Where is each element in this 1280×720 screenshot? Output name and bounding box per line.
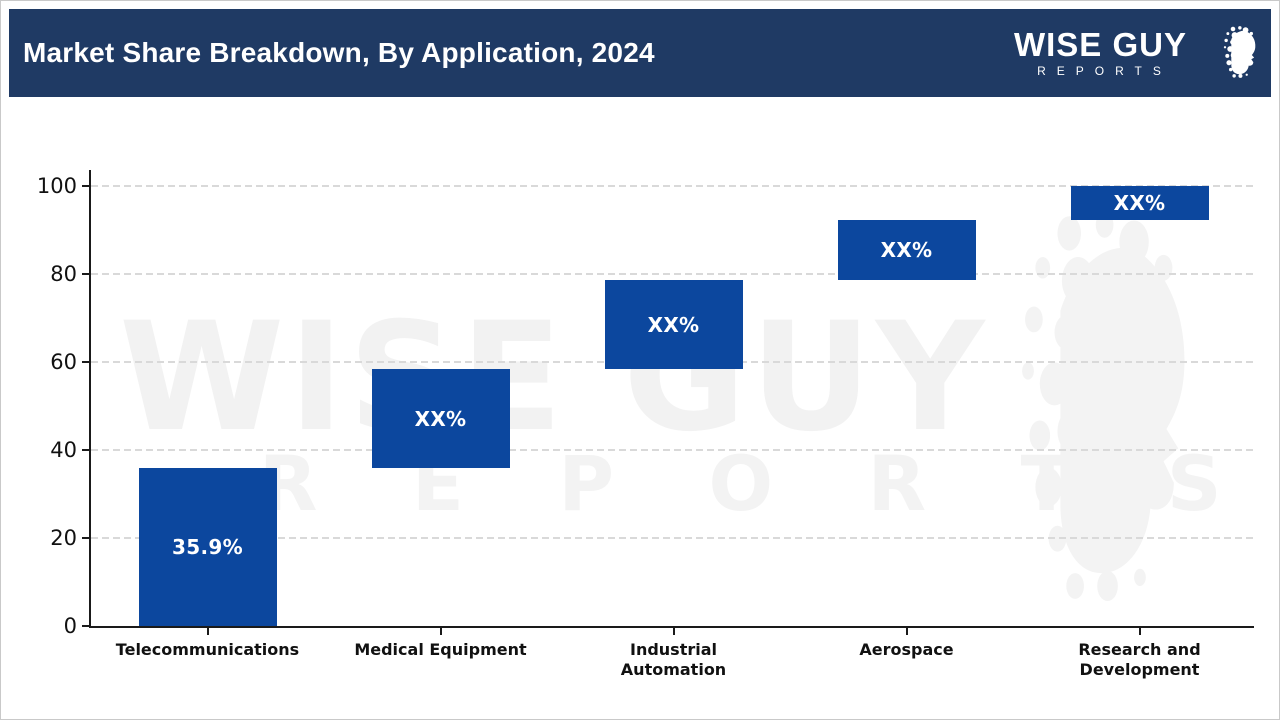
grid-line [91,449,1254,451]
grid-line [91,185,1254,187]
y-axis-tick [82,361,89,363]
bar-medical-equipment: XX% [371,369,510,469]
y-tick-label: 0 [63,614,77,638]
page-title: Market Share Breakdown, By Application, … [23,37,655,68]
bar-research-and-development: XX% [1070,186,1209,220]
bar-telecommunications: 35.9% [138,468,277,626]
y-axis-tick [82,625,89,627]
logo-wordmark: WISE GUY [1013,26,1187,63]
bar-industrial-automation: XX% [604,280,743,370]
bar-value-label: XX% [647,312,700,337]
y-tick-label: 40 [50,438,77,462]
x-axis-tick [439,628,442,635]
grid-line [91,537,1254,539]
logo-subtitle: REPORTS [1037,64,1172,78]
x-axis-tick [905,628,908,635]
logo-text: WISE GUY REPORTS [1013,26,1187,79]
plot-area: 0 20 40 60 80 100 35.9% Telecommunications XX% Me… [37,170,1254,679]
wise-guy-logo: WISE GUY REPORTS [1014,14,1257,92]
x-category-label: Aerospace [859,640,954,659]
y-tick-label: 60 [50,350,77,374]
x-category-label: Telecommunications [115,640,300,659]
header: Market Share Breakdown, By Application, … [9,9,1271,97]
y-tick-label: 80 [50,262,77,286]
bar-value-label: XX% [414,406,467,431]
grid-line [91,273,1254,275]
x-category-label: Industrial Automation [620,640,727,679]
y-tick-label: 100 [36,174,77,198]
x-axis-tick [672,628,675,635]
y-axis-tick [82,449,89,451]
x-axis-tick [1138,628,1141,635]
bar-aerospace: XX% [837,219,976,281]
x-category-label: Research and Development [1078,640,1201,679]
x-category-label: Medical Equipment [354,640,527,659]
y-axis-tick [82,185,89,187]
dotted-head-icon [1193,14,1257,92]
y-axis-tick [82,537,89,539]
x-axis-tick [206,628,209,635]
bar-value-label: XX% [1113,190,1166,215]
bar-value-label: XX% [880,238,933,263]
y-tick-label: 20 [50,526,77,550]
y-axis-tick [82,273,89,275]
bar-value-label: 35.9% [172,535,243,560]
